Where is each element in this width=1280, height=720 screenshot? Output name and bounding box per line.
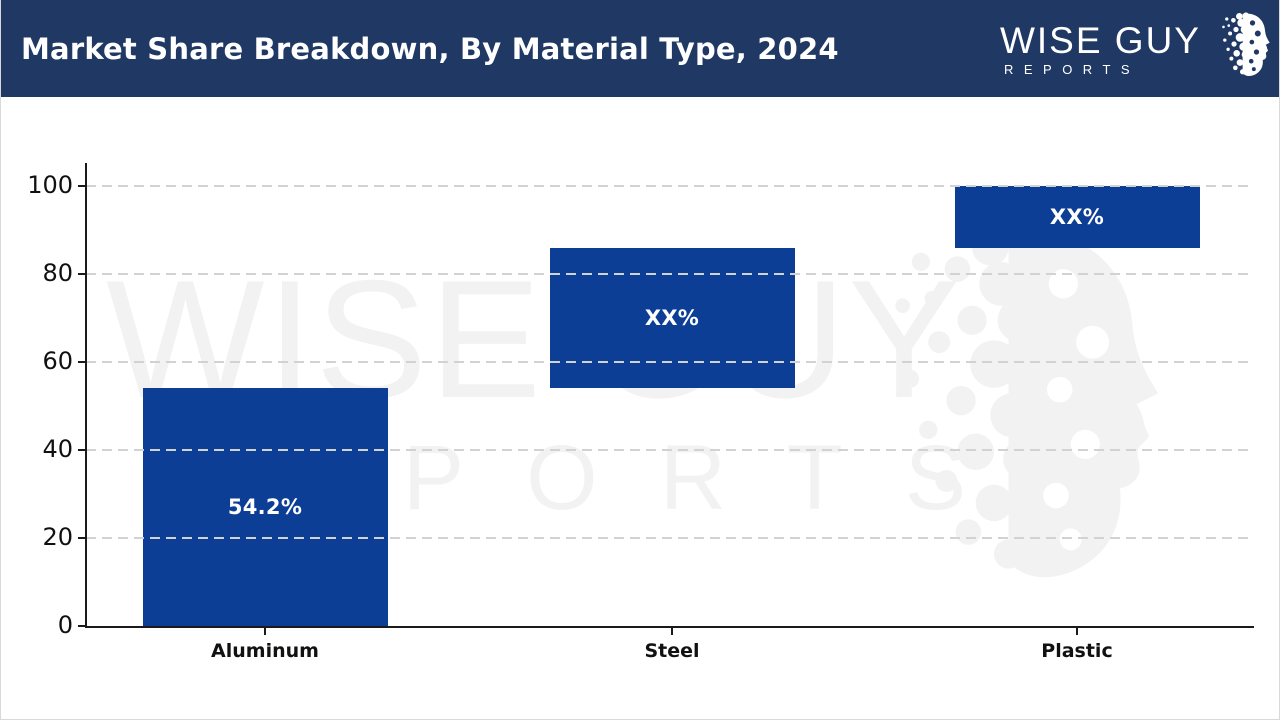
bar-value-label: XX% [644, 305, 700, 330]
gridline-40 [86, 449, 1254, 451]
x-axis-category-label: Steel [644, 640, 700, 662]
x-tick-mark [671, 626, 673, 635]
wiseguy-face-icon [1222, 11, 1270, 76]
bar-steel: XX% [549, 248, 795, 388]
gridline-80 [86, 273, 1254, 275]
x-axis-category-label: Aluminum [211, 640, 319, 662]
y-tick-mark [78, 185, 86, 187]
x-axis-category-label: Plastic [1041, 640, 1113, 662]
y-tick-mark [78, 361, 86, 363]
logo-wiseguy-label: WISE GUY [999, 19, 1201, 61]
gridline-20 [86, 537, 1254, 539]
y-axis-tick-label: 20 [42, 523, 73, 551]
y-axis-tick-label: 60 [42, 347, 73, 375]
y-tick-mark [78, 537, 86, 539]
y-axis-tick-label: 80 [42, 259, 73, 287]
y-tick-mark [78, 625, 86, 627]
y-tick-mark [78, 449, 86, 451]
bar-plastic: XX% [954, 186, 1200, 249]
logo-reports-label: REPORTS [1003, 61, 1141, 77]
chart-title: Market Share Breakdown, By Material Type… [21, 32, 839, 66]
x-tick-mark [1076, 626, 1078, 635]
wiseguy-logo-text: WISE GUY REPORTS [1000, 22, 1201, 76]
y-axis-tick-label: 40 [42, 435, 73, 463]
x-axis-line [85, 626, 1254, 628]
bar-value-label: 54.2% [227, 494, 303, 519]
bar-aluminum: 54.2% [142, 387, 388, 626]
gridline-100 [86, 185, 1254, 187]
report-header: Market Share Breakdown, By Material Type… [1, 0, 1279, 97]
y-tick-mark [78, 273, 86, 275]
y-axis-tick-label: 100 [27, 171, 73, 199]
x-tick-mark [264, 626, 266, 635]
gridline-60 [86, 361, 1254, 363]
y-axis-line [85, 163, 87, 628]
y-axis-tick-label: 0 [57, 611, 73, 639]
wiseguy-logo: WISE GUY REPORTS [1000, 0, 1271, 97]
bar-value-label: XX% [1049, 205, 1105, 230]
